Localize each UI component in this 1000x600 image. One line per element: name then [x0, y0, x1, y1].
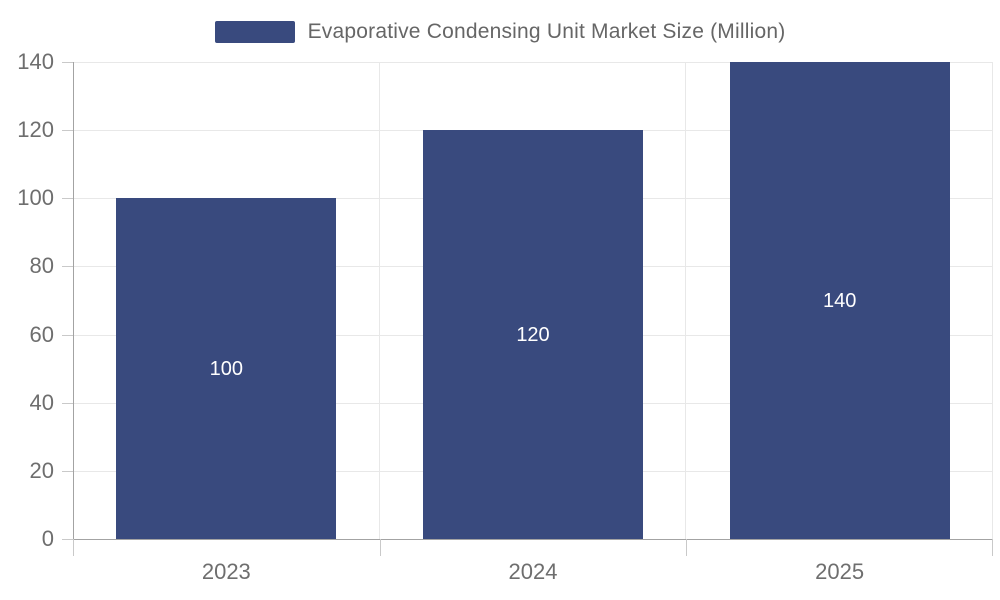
bar-value-label: 140 [822, 289, 857, 312]
plot-area: 100 2023 120 2024 140 2025 [73, 62, 993, 600]
y-axis-tick [62, 539, 73, 540]
legend-label: Evaporative Condensing Unit Market Size … [307, 20, 786, 43]
y-axis-tick [62, 62, 73, 63]
y-axis-tick [62, 470, 73, 472]
x-axis-tick [992, 539, 993, 556]
x-gridline [685, 62, 687, 539]
y-axis-label: 100 [17, 185, 54, 211]
x-gridline [992, 62, 993, 539]
legend-swatch-icon [214, 21, 295, 43]
bar-2024[interactable] [423, 130, 643, 539]
y-axis-line [73, 62, 74, 556]
y-axis-tick [62, 334, 73, 336]
chart-legend-item[interactable]: Evaporative Condensing Unit Market Size … [0, 16, 1000, 48]
y-gridline [73, 62, 993, 63]
y-axis-tick [62, 198, 73, 200]
y-axis-label: 120 [17, 117, 54, 143]
y-axis-label: 60 [29, 321, 54, 347]
y-axis-tick [62, 130, 73, 132]
x-gridline [378, 62, 380, 539]
bar-value-label: 120 [516, 323, 550, 346]
x-axis-tick [73, 539, 74, 556]
x-axis-tick [686, 539, 688, 556]
y-axis-tick [62, 402, 73, 404]
y-axis-tick [62, 266, 73, 268]
y-axis-label: 40 [29, 389, 54, 415]
x-axis-label: 2024 [508, 559, 558, 584]
y-axis-label: 20 [29, 457, 54, 483]
x-axis-line [73, 539, 993, 540]
x-axis-label: 2023 [201, 559, 251, 584]
bar-2023[interactable] [116, 198, 337, 539]
y-axis-label: 0 [41, 526, 54, 551]
y-axis-label: 80 [29, 253, 54, 279]
x-axis-tick [379, 539, 381, 556]
x-axis-label: 2025 [815, 559, 865, 584]
y-axis-label: 140 [17, 49, 54, 74]
bar-value-label: 100 [209, 357, 244, 380]
bar-2025[interactable] [729, 62, 950, 539]
